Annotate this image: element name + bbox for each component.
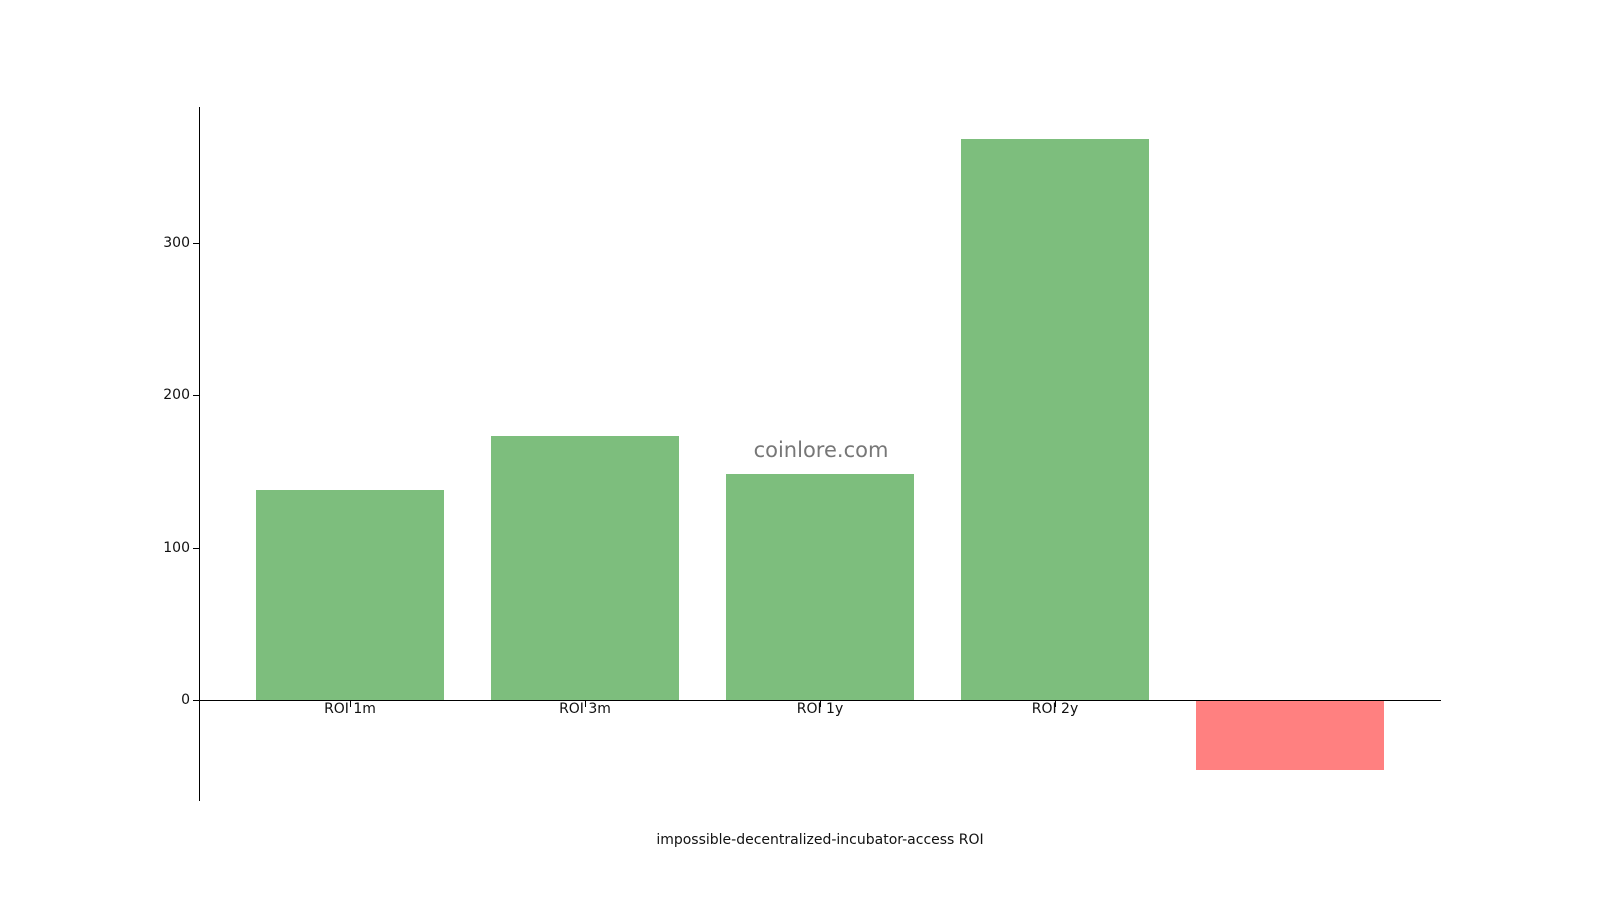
y-tick-label: 200 bbox=[163, 387, 190, 404]
x-tick-label: ROI 2y bbox=[1031, 701, 1079, 717]
x-tick-mark bbox=[820, 700, 821, 707]
x-tick-mark bbox=[350, 700, 351, 707]
bar-roi-3m bbox=[491, 436, 679, 700]
x-tick-mark bbox=[1055, 700, 1056, 707]
bar-roi-1y bbox=[726, 473, 914, 700]
x-tick-label: ROI 1m bbox=[324, 701, 376, 717]
y-tick-mark bbox=[193, 700, 200, 701]
y-tick-label: 300 bbox=[163, 235, 190, 251]
y-tick-label: 0 bbox=[181, 692, 190, 708]
x-tick-label: ROI 1y bbox=[796, 701, 844, 717]
x-axis-title: impossible-decentralized-incubator-acces… bbox=[656, 832, 984, 848]
bar-negative-4 bbox=[1196, 701, 1384, 770]
y-axis-line bbox=[199, 107, 200, 801]
bar-roi-2y bbox=[961, 138, 1149, 700]
x-tick-label: ROI 3m bbox=[559, 701, 611, 717]
y-tick-mark bbox=[193, 243, 200, 244]
x-axis-line bbox=[200, 700, 1441, 701]
y-tick-mark bbox=[193, 547, 200, 549]
y-tick-label: 100 bbox=[163, 539, 190, 556]
y-tick-mark bbox=[193, 395, 200, 397]
watermark-text: coinlore.com bbox=[753, 438, 889, 462]
x-tick-mark bbox=[585, 700, 586, 707]
bar-roi-1m bbox=[256, 489, 444, 700]
